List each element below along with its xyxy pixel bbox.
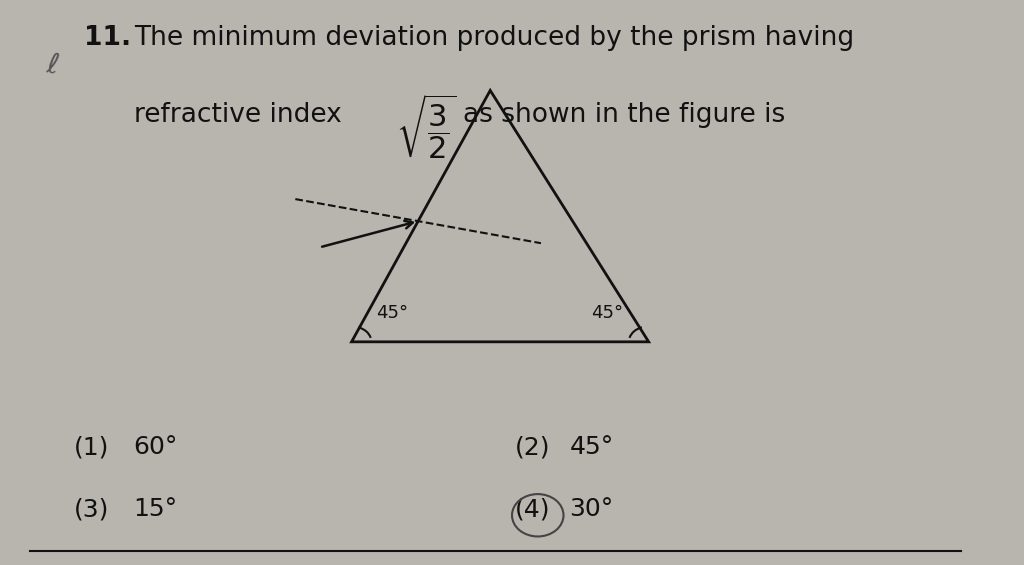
Text: The minimum deviation produced by the prism having: The minimum deviation produced by the pr… <box>134 25 854 51</box>
Text: (2): (2) <box>515 435 551 459</box>
Text: as shown in the figure is: as shown in the figure is <box>464 102 785 128</box>
Text: 11.: 11. <box>84 25 131 51</box>
Text: ℓ: ℓ <box>45 50 60 80</box>
Text: 45°: 45° <box>591 304 624 322</box>
Text: 45°: 45° <box>377 304 409 322</box>
Text: (4): (4) <box>515 497 551 521</box>
Text: refractive index: refractive index <box>134 102 341 128</box>
Text: 15°: 15° <box>134 497 178 521</box>
Text: (1): (1) <box>75 435 110 459</box>
Text: 30°: 30° <box>569 497 613 521</box>
Text: $\sqrt{\dfrac{3}{2}}$: $\sqrt{\dfrac{3}{2}}$ <box>396 93 457 162</box>
Text: 60°: 60° <box>134 435 178 459</box>
Text: 45°: 45° <box>569 435 613 459</box>
Text: (3): (3) <box>75 497 110 521</box>
